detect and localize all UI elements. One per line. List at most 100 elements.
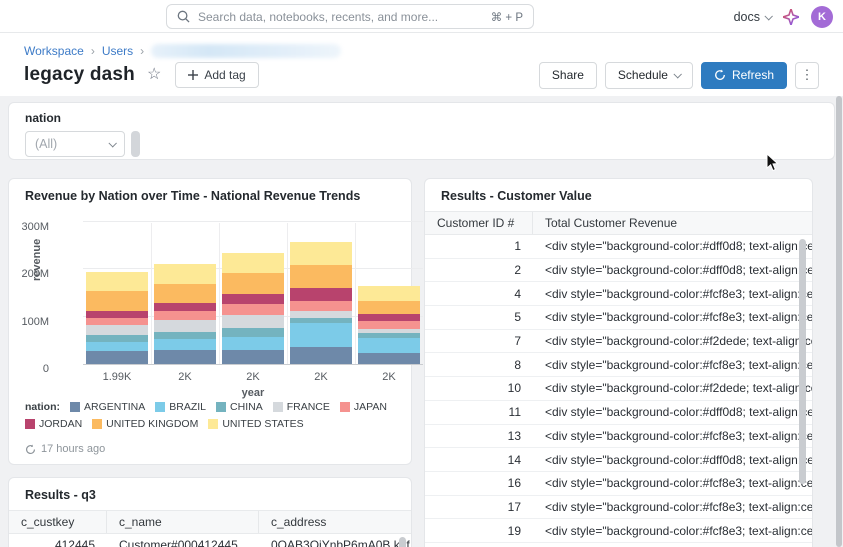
results-q3-table: c_custkey c_name c_address 412445 Custom… (9, 510, 411, 547)
column-header-c-custkey[interactable]: c_custkey (9, 511, 107, 533)
docs-dropdown[interactable]: docs (733, 9, 773, 24)
chart-footer: 17 hours ago (25, 443, 395, 455)
x-tick-label: 2K (314, 371, 328, 383)
bar-segment-france (86, 325, 148, 335)
customer-id-cell: 7 (514, 334, 521, 349)
y-tick-label: 300M (21, 221, 49, 233)
y-tick-label: 0 (42, 363, 49, 375)
table-row: 16 <div style="background-color:#fcf8e3;… (425, 471, 812, 496)
breadcrumb-item-workspace[interactable]: Workspace (24, 44, 84, 58)
gridline (287, 223, 288, 364)
filter-drag-handle[interactable] (131, 131, 140, 157)
bar-segment-united-states (290, 241, 352, 265)
column-header-total-revenue[interactable]: Total Customer Revenue (545, 216, 678, 230)
column-header-c-name[interactable]: c_name (107, 511, 259, 533)
c-custkey-cell: 412445 (54, 538, 95, 547)
table-row: 13 <div style="background-color:#fcf8e3;… (425, 424, 812, 449)
stacked-bar (355, 222, 423, 364)
share-button[interactable]: Share (538, 61, 597, 89)
gridline (219, 223, 220, 364)
sparkle-icon[interactable] (783, 8, 799, 25)
header-row: legacy dash ☆ Add tag Share Schedule Ref… (24, 60, 819, 90)
q3-table-scrollbar[interactable] (399, 537, 406, 547)
customer-revenue-cell: <div style="background-color:#f2dede; te… (545, 381, 812, 396)
results-q3-card: Results - q3 c_custkey c_name c_address … (8, 477, 412, 547)
table-row: 11 <div style="background-color:#dff0d8;… (425, 400, 812, 425)
table-row: 7 <div style="background-color:#f2dede; … (425, 329, 812, 354)
breadcrumb-item-redacted[interactable] (151, 44, 342, 58)
nation-filter-dropdown[interactable]: (All) (25, 131, 125, 157)
customer-id-cell: 16 (507, 476, 521, 491)
column-header-customer-id[interactable]: Customer ID # (425, 212, 533, 234)
add-tag-button[interactable]: Add tag (175, 62, 259, 88)
bar-segment-united-states (86, 271, 148, 291)
customer-id-cell: 13 (507, 428, 521, 443)
chart-plot (83, 221, 423, 365)
user-avatar[interactable]: K (811, 5, 833, 28)
bar-segment-jordan (290, 288, 352, 302)
legend-swatch (155, 402, 166, 412)
customer-value-header: Customer ID # Total Customer Revenue (425, 211, 812, 235)
bar-segment-argentina (154, 349, 216, 364)
chart-card: Revenue by Nation over Time - National R… (8, 178, 423, 465)
legend-swatch (208, 419, 219, 429)
bar-segment-brazil (290, 323, 352, 347)
refresh-button[interactable]: Refresh (700, 61, 787, 89)
global-search-input[interactable]: Search data, notebooks, recents, and mor… (166, 4, 534, 29)
page-scrollbar[interactable] (836, 96, 842, 547)
bar-segment-france (290, 310, 352, 319)
bar-segment-japan (154, 311, 216, 321)
more-options-button[interactable]: ⋮ (795, 61, 819, 89)
bar-segment-argentina (222, 349, 284, 364)
legend-label: JORDAN (39, 418, 83, 430)
docs-label: docs (733, 9, 760, 24)
legend-label: UNITED STATES (222, 418, 304, 430)
bar-segment-united-kingdom (86, 290, 148, 311)
chart-title: Revenue by Nation over Time - National R… (25, 189, 361, 203)
bar-segment-france (358, 328, 420, 334)
x-tick-label: 2K (382, 371, 396, 383)
bar-segment-france (154, 320, 216, 332)
legend-swatch (272, 402, 283, 412)
breadcrumb-separator: › (90, 44, 95, 58)
page-title: legacy dash (24, 64, 135, 85)
y-tick-label: 100M (21, 315, 49, 328)
chevron-down-icon (673, 70, 682, 79)
customer-revenue-cell: <div style="background-color:#dff0d8; te… (545, 239, 812, 254)
nation-filter-value: (All) (35, 137, 58, 151)
bar-segment-united-kingdom (154, 283, 216, 303)
column-header-c-address[interactable]: c_address (271, 515, 327, 529)
customer-id-cell: 4 (514, 286, 521, 301)
bar-segment-argentina (358, 352, 420, 364)
bar-segment-jordan (86, 310, 148, 319)
table-row: 2 <div style="background-color:#dff0d8; … (425, 258, 812, 283)
customer-id-cell: 2 (514, 263, 521, 278)
schedule-button[interactable]: Schedule (604, 61, 693, 89)
stacked-bar (219, 222, 287, 364)
customer-id-cell: 8 (514, 357, 521, 372)
breadcrumb-item-users[interactable]: Users (101, 44, 134, 58)
legend-swatch (70, 402, 80, 412)
stacked-bar (83, 222, 151, 364)
bar-segment-brazil (86, 341, 148, 351)
x-tick-label: 1.99K (102, 371, 132, 383)
customer-revenue-cell: <div style="background-color:#fcf8e3; te… (545, 523, 812, 538)
search-icon (177, 10, 190, 23)
bar-segment-jordan (154, 302, 216, 312)
legend-item: ARGENTINA (70, 401, 145, 413)
c-name-cell: Customer#000412445 (119, 538, 238, 547)
customer-revenue-cell: <div style="background-color:#dff0d8; te… (545, 452, 812, 467)
stacked-bar (287, 222, 355, 364)
x-tick-label: 2K (178, 371, 192, 383)
legend-item: BRAZIL (155, 401, 206, 413)
favorite-star-icon[interactable]: ☆ (146, 66, 162, 83)
bar-segment-japan (222, 303, 284, 315)
x-tick-label: 2K (246, 371, 260, 383)
legend-swatch (339, 402, 350, 412)
customer-table-scrollbar[interactable] (799, 239, 806, 484)
refresh-label: Refresh (731, 68, 774, 82)
customer-value-table: Customer ID # Total Customer Revenue 1 <… (425, 211, 812, 547)
customer-id-cell: 19 (507, 523, 521, 538)
gridline (355, 223, 356, 364)
